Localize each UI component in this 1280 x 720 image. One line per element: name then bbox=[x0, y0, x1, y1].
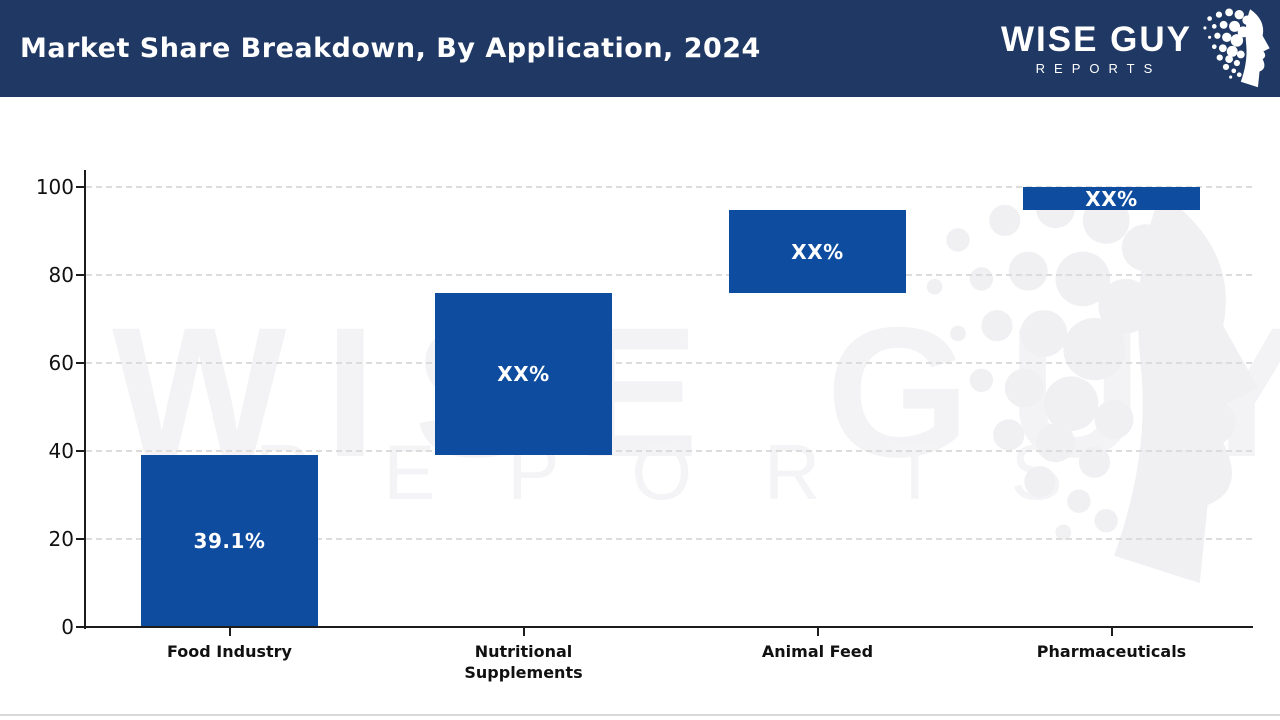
logo-wordmark: WISE GUY bbox=[1000, 19, 1192, 59]
waterfall-bar: 39.1% bbox=[141, 455, 318, 627]
y-axis-line bbox=[84, 170, 86, 629]
waterfall-bar: XX% bbox=[729, 210, 906, 293]
bar-value-label: XX% bbox=[1085, 186, 1138, 211]
header-bar: Market Share Breakdown, By Application, … bbox=[0, 0, 1280, 97]
waterfall-bar: XX% bbox=[1023, 186, 1200, 211]
watermark-head-icon bbox=[926, 189, 1259, 584]
y-axis-tick bbox=[76, 450, 84, 453]
x-axis-line bbox=[84, 626, 1253, 628]
wise-guy-logo: WISE GUY REPORTS bbox=[1001, 6, 1272, 92]
x-axis-tick bbox=[816, 628, 819, 636]
y-axis-tick bbox=[76, 186, 84, 189]
y-axis-tick bbox=[76, 538, 84, 541]
bar-value-label: 39.1% bbox=[193, 529, 266, 554]
x-category-label: Animal Feed bbox=[761, 642, 874, 661]
y-axis-tick bbox=[76, 274, 84, 277]
bar-value-label: XX% bbox=[497, 361, 550, 386]
page-title: Market Share Breakdown, By Application, … bbox=[20, 33, 761, 64]
x-category-label: Pharmaceuticals bbox=[1036, 642, 1187, 661]
chart-panel: WISE GUY REPORTS 0 20 40 60 80 100 39.1% Food I… bbox=[0, 97, 1280, 714]
y-gridline bbox=[86, 274, 1252, 277]
x-category-label: Nutritional Supplements bbox=[464, 642, 583, 682]
x-axis-tick bbox=[522, 628, 525, 636]
x-axis-tick bbox=[1110, 628, 1113, 636]
y-tick-label: 40 bbox=[48, 439, 74, 464]
y-gridline bbox=[86, 186, 1252, 189]
y-tick-label: 0 bbox=[61, 615, 74, 639]
y-axis-tick bbox=[76, 362, 84, 365]
waterfall-bar: XX% bbox=[435, 292, 612, 456]
logo-subtext: REPORTS bbox=[1035, 60, 1162, 76]
y-tick-label: 60 bbox=[48, 351, 74, 376]
y-gridline bbox=[86, 538, 1252, 541]
logo-text: WISE GUY REPORTS bbox=[1000, 19, 1192, 76]
y-axis-tick bbox=[76, 626, 84, 628]
x-axis-tick bbox=[228, 628, 231, 636]
x-category-label: Food Industry bbox=[167, 642, 292, 661]
watermark-subtext: REPORTS bbox=[255, 428, 1135, 516]
y-tick-label: 80 bbox=[48, 263, 74, 288]
y-gridline bbox=[86, 450, 1252, 453]
wise-guy-head-icon bbox=[1203, 7, 1270, 87]
bar-value-label: XX% bbox=[791, 239, 844, 264]
y-gridline bbox=[86, 362, 1252, 365]
y-tick-label: 20 bbox=[48, 527, 74, 552]
bottom-divider bbox=[0, 714, 1280, 716]
y-tick-label: 100 bbox=[35, 175, 74, 200]
